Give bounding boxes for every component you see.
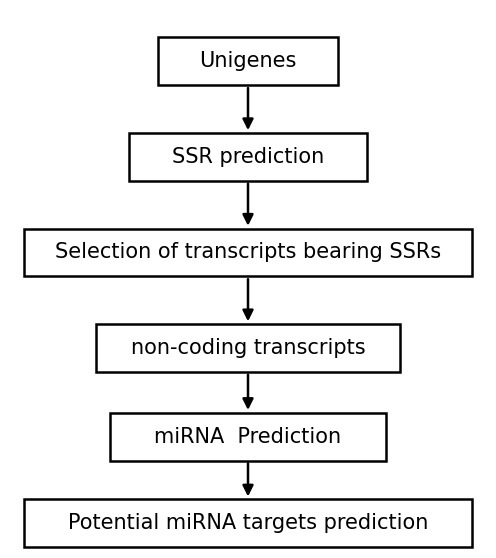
Text: SSR prediction: SSR prediction [172,147,324,167]
FancyBboxPatch shape [129,133,367,181]
Text: miRNA  Prediction: miRNA Prediction [154,427,342,447]
FancyBboxPatch shape [110,413,386,460]
FancyBboxPatch shape [96,324,400,372]
Text: Selection of transcripts bearing SSRs: Selection of transcripts bearing SSRs [55,243,441,262]
Text: Potential miRNA targets prediction: Potential miRNA targets prediction [68,513,428,533]
FancyBboxPatch shape [24,499,472,547]
Text: non-coding transcripts: non-coding transcripts [130,338,366,358]
Text: Unigenes: Unigenes [199,51,297,71]
FancyBboxPatch shape [158,37,338,85]
FancyBboxPatch shape [24,229,472,276]
